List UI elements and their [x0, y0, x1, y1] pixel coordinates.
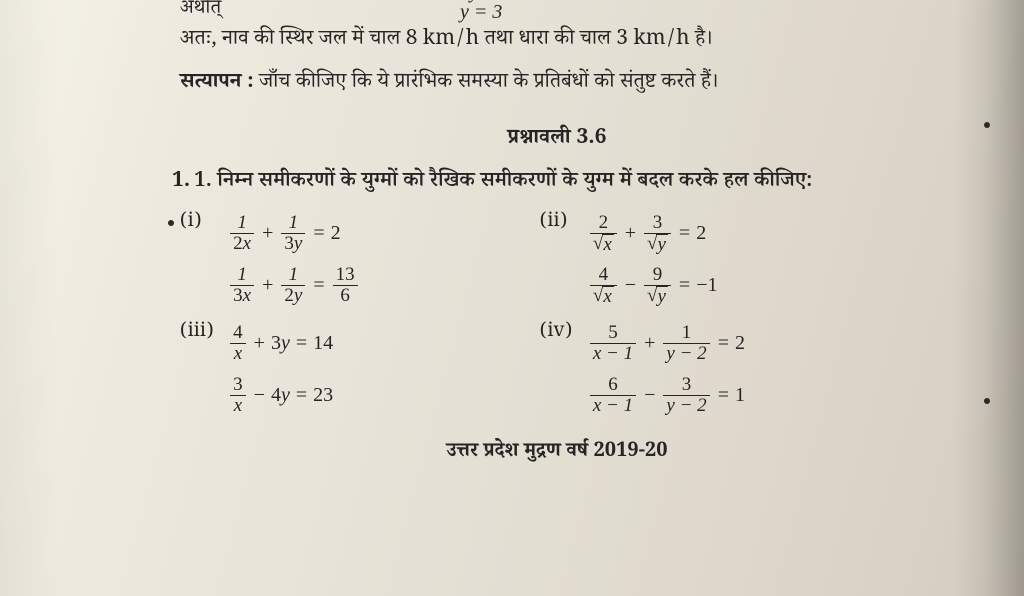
question-1-text: 1. निम्न समीकरणों के युग्मों को रैखिक सम… [194, 167, 812, 200]
footer-publisher: उत्तर प्रदेश मुद्रण वर्ष 2019-20 [180, 437, 934, 469]
print-dot [168, 220, 174, 226]
print-dot [984, 398, 990, 404]
print-dot [984, 122, 990, 128]
label-iv: (iv) [540, 318, 584, 348]
top-line: अर्थात् 2y = 6 y = 3 [180, 0, 934, 20]
eq-y-3: y = 3 [460, 2, 512, 22]
eq-iii-b: 3x − 4y = 23 [228, 371, 333, 421]
label-i: (i) [180, 208, 224, 238]
part-iii: (iii) 4x + 3y = 14 3x − 4y = 23 [180, 318, 474, 422]
label-iii: (iii) [180, 318, 224, 348]
arthat-label: अर्थात् [180, 0, 221, 26]
part-ii: (ii) 2x + 3y = 2 4x − 9y = −1 [540, 208, 834, 312]
verification-paragraph: सत्यापन : जाँच कीजिए कि ये प्रारंभिक समस… [180, 65, 934, 106]
part-iv: (iv) 5x − 1 + 1y − 2 = 2 6x − 1 − 3y − 2… [540, 318, 834, 422]
part-i: (i) 12x + 13y = 2 13x + 12y = 136 [180, 208, 474, 312]
textbook-page: अर्थात् 2y = 6 y = 3 अतः, नाव की स्थिर ज… [0, 0, 1024, 596]
equations-row-1: (i) 12x + 13y = 2 13x + 12y = 136 [180, 208, 934, 312]
label-ii: (ii) [540, 208, 584, 238]
verification-text: जाँच कीजिए कि ये प्रारंभिक समस्या के प्र… [254, 68, 719, 101]
conclusion-text: अतः, नाव की स्थिर जल में चाल 8 km/h तथा … [180, 25, 713, 58]
eq-i-a: 12x + 13y = 2 [228, 208, 340, 258]
verification-label: सत्यापन : [180, 68, 254, 101]
conclusion-paragraph: अतः, नाव की स्थिर जल में चाल 8 km/h तथा … [180, 22, 934, 63]
eq-ii-a: 2x + 3y = 2 [588, 208, 706, 258]
y-equations: 2y = 6 y = 3 [460, 0, 512, 22]
eq-ii-b: 4x − 9y = −1 [588, 260, 718, 310]
question-1: 1.1. निम्न समीकरणों के युग्मों को रैखिक … [172, 167, 934, 200]
equations-row-2: (iii) 4x + 3y = 14 3x − 4y = 23 [180, 318, 934, 422]
eq-i-b: 13x + 12y = 136 [228, 260, 359, 310]
eq-iv-a: 5x − 1 + 1y − 2 = 2 [588, 319, 745, 369]
eq-iii-a: 4x + 3y = 14 [228, 319, 333, 369]
exercise-heading: प्रश्नावली 3.6 [180, 124, 934, 157]
eq-iv-b: 6x − 1 − 3y − 2 = 1 [588, 371, 745, 421]
